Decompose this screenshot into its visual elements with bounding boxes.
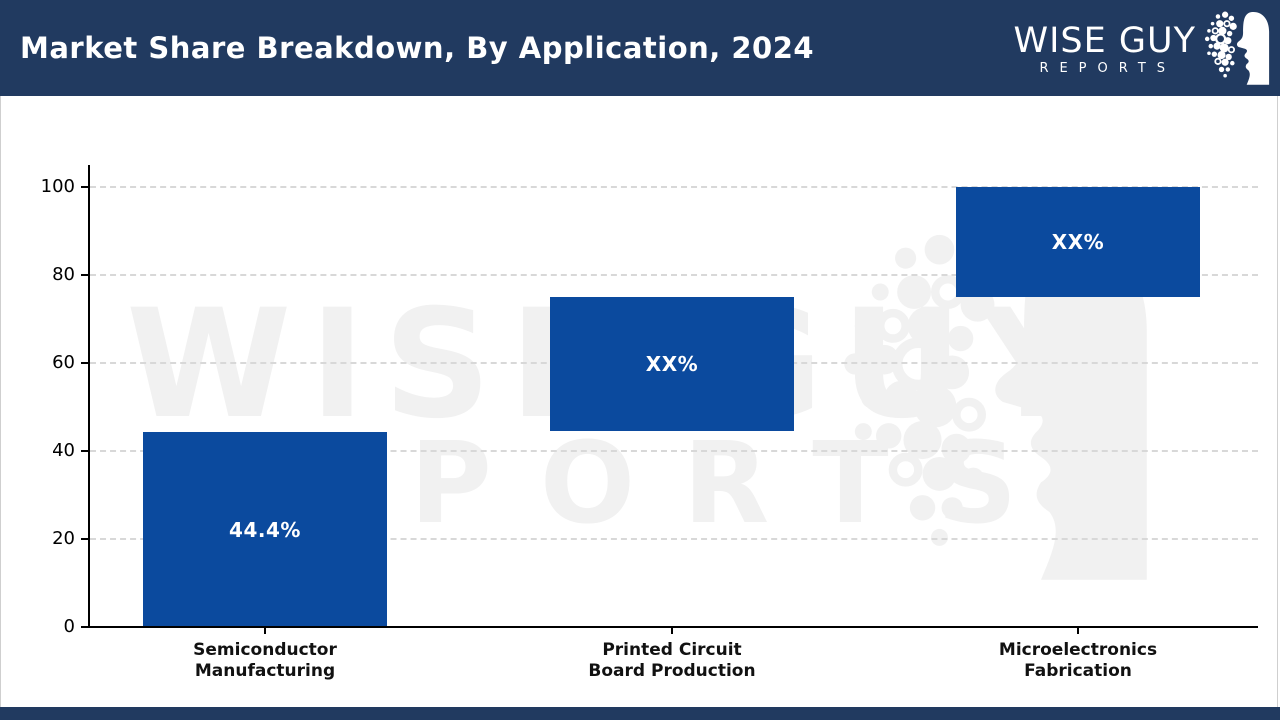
- page-title: Market Share Breakdown, By Application, …: [20, 31, 815, 65]
- y-tick-label-0: 0: [63, 616, 75, 637]
- gridline-20: [90, 538, 1258, 540]
- y-tick-label-100: 100: [40, 176, 75, 197]
- category-label-line: Semiconductor: [193, 640, 337, 660]
- y-tick-label-40: 40: [52, 440, 75, 461]
- chart-area: WISE GUY REPORTS 100 80 60 4: [0, 96, 1278, 707]
- gridline-100: [90, 186, 1258, 188]
- category-label-microelectronics-fabrication: Microelectronics Fabrication: [928, 640, 1228, 682]
- bar-microelectronics-fabrication: XX%: [956, 187, 1200, 297]
- y-tick-label-80: 80: [52, 264, 75, 285]
- bar-value-label: 44.4%: [229, 517, 301, 542]
- category-label-line: Printed Circuit: [602, 640, 742, 660]
- wiseguy-logo-text: WISE GUY REPORTS: [1013, 22, 1196, 77]
- y-tick-80: [81, 274, 88, 276]
- y-tick-0: [81, 626, 88, 628]
- bar-value-label: XX%: [1051, 230, 1105, 254]
- y-tick-20: [81, 538, 88, 540]
- bar-printed-circuit-board-production: XX%: [550, 297, 794, 431]
- wiseguy-logo: WISE GUY REPORTS: [1013, 9, 1270, 89]
- y-tick-label-60: 60: [52, 352, 75, 373]
- bar-semiconductor-manufacturing: 44.4%: [143, 432, 387, 627]
- x-tick-1: [264, 628, 266, 634]
- x-axis-line: [88, 626, 1258, 628]
- gridline-80: [90, 274, 1258, 276]
- y-tick-100: [81, 186, 88, 188]
- wiseguy-face-icon: [1200, 9, 1270, 89]
- x-tick-3: [1077, 628, 1079, 634]
- y-tick-40: [81, 450, 88, 452]
- y-axis-line: [88, 165, 90, 626]
- bar-value-label: XX%: [645, 352, 699, 376]
- wiseguy-logo-name: WISE GUY: [1013, 20, 1196, 61]
- y-tick-label-20: 20: [52, 528, 75, 549]
- category-label-printed-circuit-board-production: Printed Circuit Board Production: [522, 640, 822, 682]
- category-label-line: Microelectronics: [998, 640, 1158, 660]
- category-label-line: Fabrication: [1024, 661, 1132, 681]
- footer-bar: [0, 707, 1280, 720]
- wiseguy-logo-sub: REPORTS: [1039, 61, 1177, 77]
- header-bar: Market Share Breakdown, By Application, …: [0, 0, 1280, 96]
- category-label-semiconductor-manufacturing: Semiconductor Manufacturing: [115, 640, 415, 682]
- category-label-line: Board Production: [588, 661, 756, 681]
- x-tick-2: [671, 628, 673, 634]
- y-tick-60: [81, 362, 88, 364]
- category-label-line: Manufacturing: [194, 661, 336, 681]
- gridline-40: [90, 450, 1258, 452]
